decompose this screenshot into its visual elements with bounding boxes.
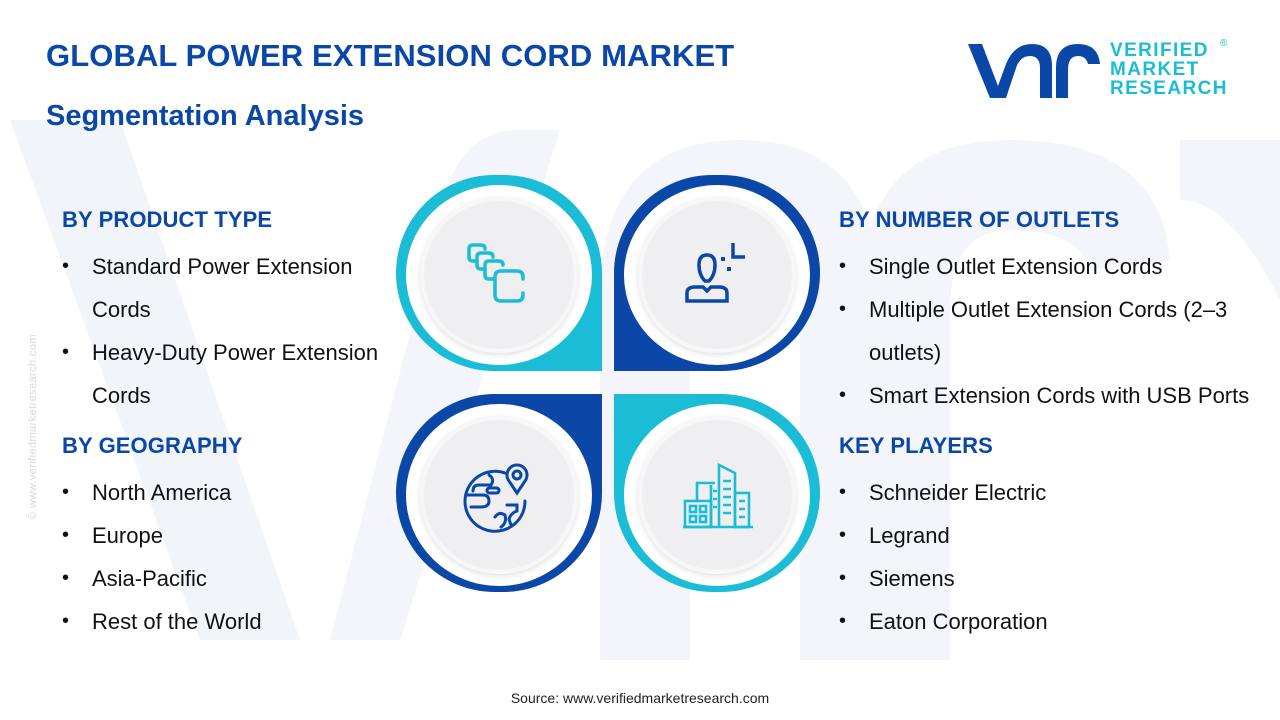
quadrant-geography [396, 394, 602, 592]
list-item: Schneider Electric [839, 471, 1259, 514]
list-item: North America [62, 471, 382, 514]
quadrant-number-of-outlets [614, 175, 820, 371]
list-item: Europe [62, 514, 382, 557]
user-target-icon [685, 243, 745, 303]
list-item: Asia-Pacific [62, 557, 382, 600]
quadrant-key-players [614, 394, 820, 592]
list-item: Rest of the World [62, 600, 382, 643]
segment-heading: BY GEOGRAPHY [62, 433, 243, 458]
segment-product-type: BY PRODUCT TYPE Standard Power Extension… [62, 207, 382, 417]
list-item: Multiple Outlet Extension Cords (2–3 out… [839, 288, 1279, 374]
city-buildings-icon [683, 462, 753, 529]
list-item: Eaton Corporation [839, 600, 1259, 643]
icon-disc [420, 197, 578, 353]
side-credit: © www.verifiedmarketresearch.com [27, 334, 39, 520]
vmr-logo-text: VERIFIED MARKET RESEARCH [1110, 40, 1228, 99]
quadrant-product-type [396, 175, 602, 371]
list-item: Smart Extension Cords with USB Ports [839, 374, 1279, 417]
icon-disc [638, 416, 796, 574]
segment-quadrant-graphic [396, 175, 820, 593]
page-title: GLOBAL POWER EXTENSION CORD MARKET [46, 38, 735, 73]
page-subtitle: Segmentation Analysis [46, 100, 365, 132]
source-credit: Source: www.verifiedmarketresearch.com [510, 690, 770, 706]
segment-heading: KEY PLAYERS [839, 433, 993, 458]
segment-heading: BY PRODUCT TYPE [62, 207, 273, 232]
vmr-logo: VERIFIED MARKET RESEARCH ® [966, 38, 1236, 102]
icon-disc [420, 416, 578, 574]
vmr-logo-mark-icon [968, 44, 1100, 98]
list-item: Legrand [839, 514, 1259, 557]
list-item: Single Outlet Extension Cords [839, 245, 1279, 288]
segment-heading: BY NUMBER OF OUTLETS [839, 207, 1120, 232]
icon-disc [638, 197, 796, 353]
segment-number-of-outlets: BY NUMBER OF OUTLETS Single Outlet Exten… [839, 207, 1279, 417]
segment-key-players: KEY PLAYERS Schneider Electric Legrand S… [839, 433, 1259, 643]
segment-geography: BY GEOGRAPHY North America Europe Asia-P… [62, 433, 382, 643]
list-item: Heavy-Duty Power Extension Cords [62, 331, 382, 417]
list-item: Siemens [839, 557, 1259, 600]
globe-location-icon [463, 463, 529, 533]
stacked-layers-icon [467, 243, 525, 303]
registered-mark: ® [1220, 38, 1228, 49]
list-item: Standard Power Extension Cords [62, 245, 382, 331]
